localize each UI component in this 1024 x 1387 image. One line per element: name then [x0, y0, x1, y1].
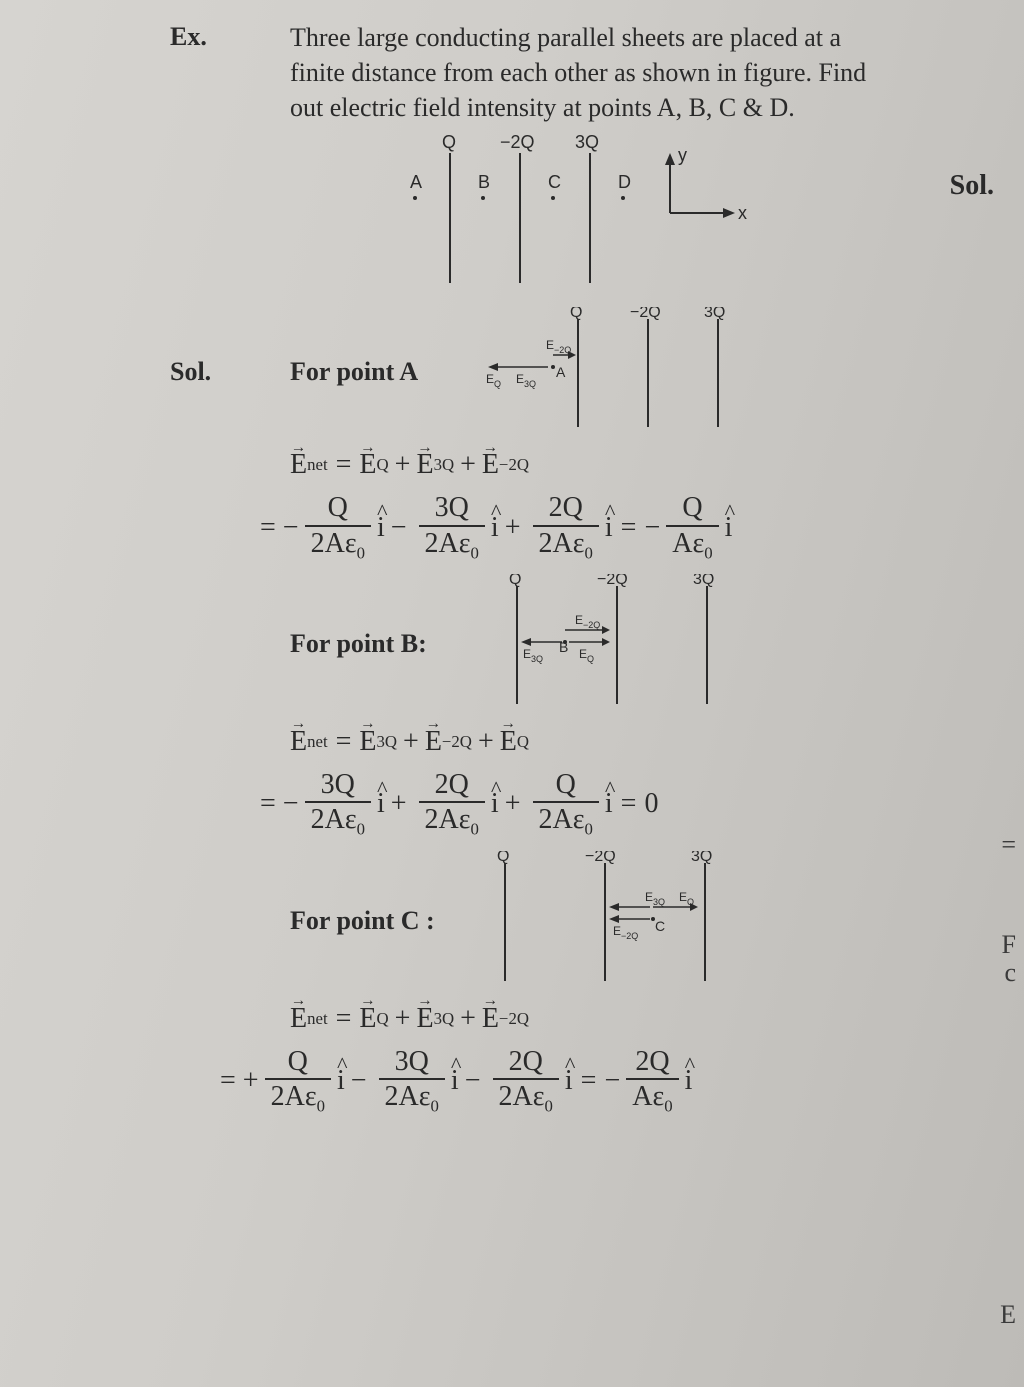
- charge-3q: 3Q: [575, 133, 599, 152]
- problem-row: Ex. Three large conducting parallel shee…: [170, 20, 964, 125]
- point-b-figure: Q −2Q 3Q B E−2Q E3Q EQ: [447, 574, 747, 714]
- point-c-figure: Q −2Q 3Q C EQ E3Q E−2Q: [455, 851, 755, 991]
- point-b-row: For point B: Q −2Q 3Q B E−2Q E3Q EQ: [290, 574, 964, 714]
- svg-text:3Q: 3Q: [691, 851, 712, 865]
- svg-text:B: B: [478, 172, 490, 192]
- svg-text:C: C: [655, 918, 665, 934]
- svg-text:−2Q: −2Q: [621, 931, 638, 941]
- point-c-header: For point C :: [290, 906, 435, 936]
- point-a-eq1: Enet = EQ + E3Q + E−2Q: [290, 449, 964, 481]
- svg-text:3Q: 3Q: [704, 307, 725, 321]
- problem-text: Three large conducting parallel sheets a…: [290, 20, 900, 125]
- sol-right: Sol.: [950, 170, 994, 202]
- svg-text:A: A: [410, 172, 422, 192]
- sol-label: Sol.: [170, 357, 290, 387]
- svg-text:E: E: [613, 924, 621, 938]
- svg-text:Q: Q: [587, 654, 594, 664]
- svg-text:−2Q: −2Q: [583, 620, 600, 630]
- svg-text:E: E: [523, 647, 531, 661]
- sol-row-a: Sol. For point A Q −2Q 3Q A E−2Q EQ: [170, 307, 964, 437]
- svg-text:E: E: [486, 372, 494, 386]
- main-figure: Q −2Q 3Q A B C D y x: [370, 133, 964, 303]
- charge-m2q: −2Q: [500, 133, 535, 152]
- svg-text:3Q: 3Q: [524, 379, 536, 389]
- edge-c: c: [1004, 958, 1016, 988]
- point-b-header: For point B:: [290, 629, 427, 659]
- svg-text:3Q: 3Q: [531, 654, 543, 664]
- svg-text:Q: Q: [509, 574, 521, 588]
- svg-text:E: E: [645, 890, 653, 904]
- svg-text:Q: Q: [570, 307, 582, 321]
- ex-label: Ex.: [170, 20, 290, 52]
- svg-text:−2Q: −2Q: [554, 345, 571, 355]
- svg-text:−2Q: −2Q: [585, 851, 616, 865]
- point-b-eq2: = − 3Q2Aε0 i + 2Q2Aε0 i + Q2Aε0 i = 0: [260, 770, 964, 839]
- svg-text:y: y: [678, 145, 687, 165]
- edge-f: F: [1002, 930, 1016, 960]
- svg-text:Q: Q: [494, 379, 501, 389]
- svg-text:D: D: [618, 172, 631, 192]
- svg-text:C: C: [548, 172, 561, 192]
- svg-text:−2Q: −2Q: [630, 307, 661, 321]
- point-c-eq2: = + Q2Aε0 i − 3Q2Aε0 i − 2Q2Aε0 i = − 2Q…: [220, 1047, 964, 1116]
- edge-equals: =: [1001, 830, 1016, 860]
- svg-text:E: E: [575, 613, 583, 627]
- point-c-row: For point C : Q −2Q 3Q C EQ E3Q: [290, 851, 964, 991]
- point-b-eq1: Enet = E3Q + E−2Q + EQ: [290, 726, 964, 758]
- point-c-eq1: Enet = EQ + E3Q + E−2Q: [290, 1003, 964, 1035]
- svg-text:A: A: [556, 364, 566, 380]
- page: Ex. Three large conducting parallel shee…: [0, 0, 1024, 1387]
- svg-text:3Q: 3Q: [693, 574, 714, 588]
- charge-q: Q: [442, 133, 456, 152]
- svg-text:Q: Q: [687, 897, 694, 907]
- vec-e: E: [290, 449, 307, 481]
- svg-text:Q: Q: [497, 851, 509, 865]
- svg-text:E: E: [579, 647, 587, 661]
- svg-text:−2Q: −2Q: [597, 574, 628, 588]
- svg-text:E: E: [516, 372, 524, 386]
- main-figure-svg: Q −2Q 3Q A B C D y x: [370, 133, 770, 303]
- svg-text:E: E: [679, 890, 687, 904]
- sub-net: net: [307, 455, 328, 475]
- point-a-eq2: = − Q2Aε0 i − 3Q2Aε0 i + 2Q2Aε0 i = − QA…: [260, 493, 964, 562]
- svg-text:x: x: [738, 203, 747, 223]
- point-a-figure: Q −2Q 3Q A E−2Q EQ E3Q: [438, 307, 758, 437]
- svg-text:E: E: [546, 338, 554, 352]
- svg-text:3Q: 3Q: [653, 897, 665, 907]
- edge-e: E: [1000, 1300, 1016, 1330]
- point-a-header: For point A: [290, 357, 418, 387]
